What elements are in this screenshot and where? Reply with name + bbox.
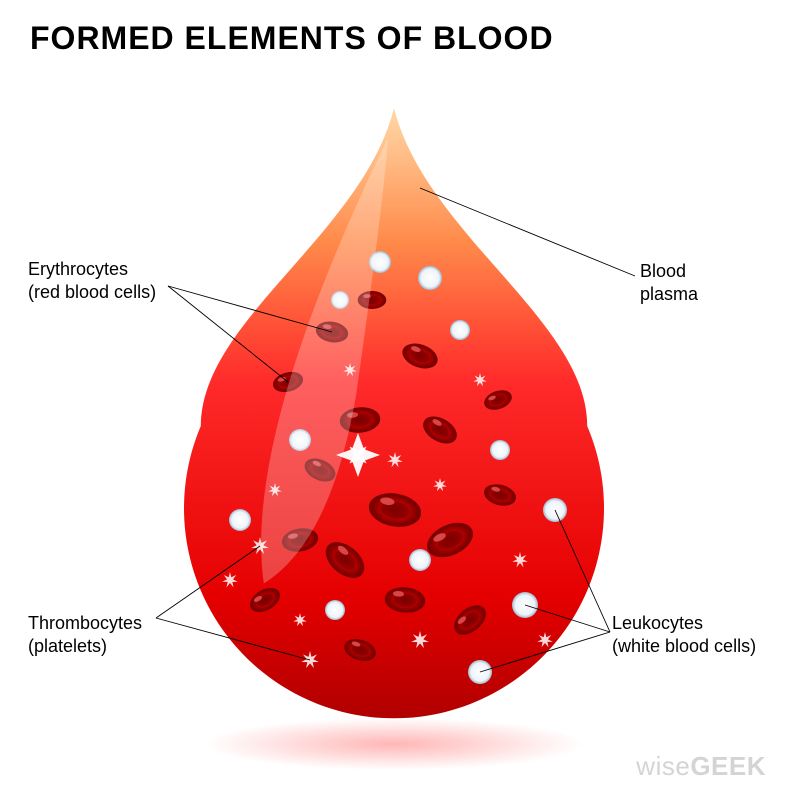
label-leukocytes-line1: Leukocytes <box>612 612 756 635</box>
label-plasma: Blood plasma <box>640 260 698 305</box>
label-leukocytes: Leukocytes (white blood cells) <box>612 612 756 657</box>
label-thrombocytes: Thrombocytes (platelets) <box>28 612 142 657</box>
label-erythrocytes: Erythrocytes (red blood cells) <box>28 258 156 303</box>
blood-drop <box>184 108 604 718</box>
blood-drop-svg <box>0 0 788 800</box>
watermark-prefix: wise <box>636 751 690 781</box>
label-plasma-line2: plasma <box>640 283 698 306</box>
diagram-stage: FORMED ELEMENTS OF BLOOD <box>0 0 788 800</box>
label-thrombocytes-line2: (platelets) <box>28 635 142 658</box>
label-thrombocytes-line1: Thrombocytes <box>28 612 142 635</box>
diagram-title: FORMED ELEMENTS OF BLOOD <box>30 20 554 57</box>
drop-shadow <box>204 718 584 770</box>
label-leukocytes-line2: (white blood cells) <box>612 635 756 658</box>
label-erythrocytes-line2: (red blood cells) <box>28 281 156 304</box>
label-plasma-line1: Blood <box>640 260 698 283</box>
watermark: wiseGEEK <box>636 751 766 782</box>
watermark-bold: GEEK <box>690 751 766 781</box>
label-erythrocytes-line1: Erythrocytes <box>28 258 156 281</box>
